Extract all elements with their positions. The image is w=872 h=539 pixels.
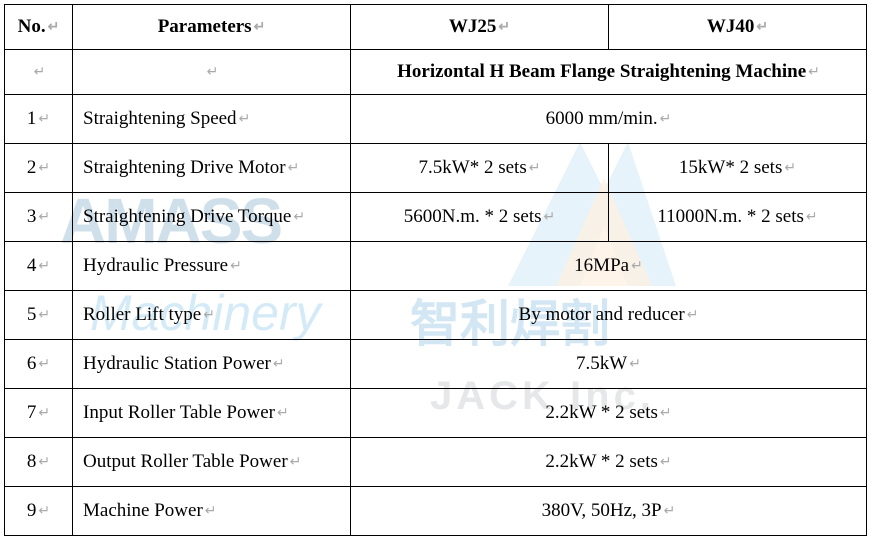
cell-value: 2.2kW * 2 sets↵ bbox=[351, 389, 867, 438]
cell-no: 2↵ bbox=[5, 144, 73, 193]
cell-no: 6↵ bbox=[5, 340, 73, 389]
cell-value-m1: 5600N.m. * 2 sets↵ bbox=[351, 193, 609, 242]
cell-value-m2: 11000N.m. * 2 sets↵ bbox=[609, 193, 867, 242]
cell-no: 4↵ bbox=[5, 242, 73, 291]
table-row: 1↵Straightening Speed↵6000 mm/min.↵ bbox=[5, 95, 867, 144]
table-row: 9↵Machine Power↵380V, 50Hz, 3P↵ bbox=[5, 487, 867, 536]
cell-value: By motor and reducer↵ bbox=[351, 291, 867, 340]
table-subtitle-row: ↵ ↵ Horizontal H Beam Flange Straighteni… bbox=[5, 50, 867, 95]
cell-value: 7.5kW↵ bbox=[351, 340, 867, 389]
table-row: 3↵Straightening Drive Torque↵5600N.m. * … bbox=[5, 193, 867, 242]
spec-table: No.↵ Parameters↵ WJ25↵ WJ40↵ ↵ ↵ Horizon… bbox=[4, 4, 867, 536]
cell-no: 3↵ bbox=[5, 193, 73, 242]
cell-param: Hydraulic Pressure↵ bbox=[73, 242, 351, 291]
subtitle-blank1: ↵ bbox=[5, 50, 73, 95]
cell-value: 16MPa↵ bbox=[351, 242, 867, 291]
cell-value: 380V, 50Hz, 3P↵ bbox=[351, 487, 867, 536]
cell-no: 8↵ bbox=[5, 438, 73, 487]
cell-no: 1↵ bbox=[5, 95, 73, 144]
cell-param: Output Roller Table Power↵ bbox=[73, 438, 351, 487]
cell-no: 7↵ bbox=[5, 389, 73, 438]
table-row: 6↵Hydraulic Station Power↵7.5kW↵ bbox=[5, 340, 867, 389]
cell-value-m1: 7.5kW* 2 sets↵ bbox=[351, 144, 609, 193]
col-param: Parameters↵ bbox=[73, 5, 351, 50]
table-row: 2↵Straightening Drive Motor↵7.5kW* 2 set… bbox=[5, 144, 867, 193]
cell-no: 5↵ bbox=[5, 291, 73, 340]
table-subtitle: Horizontal H Beam Flange Straightening M… bbox=[351, 50, 867, 95]
subtitle-blank2: ↵ bbox=[73, 50, 351, 95]
cell-value: 2.2kW * 2 sets↵ bbox=[351, 438, 867, 487]
table-row: 8↵Output Roller Table Power↵2.2kW * 2 se… bbox=[5, 438, 867, 487]
cell-param: Straightening Drive Torque↵ bbox=[73, 193, 351, 242]
cell-param: Hydraulic Station Power↵ bbox=[73, 340, 351, 389]
cell-param: Roller Lift type↵ bbox=[73, 291, 351, 340]
cell-param: Input Roller Table Power↵ bbox=[73, 389, 351, 438]
table-row: 7↵Input Roller Table Power↵2.2kW * 2 set… bbox=[5, 389, 867, 438]
cell-param: Straightening Drive Motor↵ bbox=[73, 144, 351, 193]
col-m2: WJ40↵ bbox=[609, 5, 867, 50]
table-row: 5↵Roller Lift type↵By motor and reducer↵ bbox=[5, 291, 867, 340]
col-m1: WJ25↵ bbox=[351, 5, 609, 50]
table-header-row: No.↵ Parameters↵ WJ25↵ WJ40↵ bbox=[5, 5, 867, 50]
cell-param: Machine Power↵ bbox=[73, 487, 351, 536]
table-row: 4↵Hydraulic Pressure↵16MPa↵ bbox=[5, 242, 867, 291]
cell-value: 6000 mm/min.↵ bbox=[351, 95, 867, 144]
cell-param: Straightening Speed↵ bbox=[73, 95, 351, 144]
cell-no: 9↵ bbox=[5, 487, 73, 536]
col-no: No.↵ bbox=[5, 5, 73, 50]
cell-value-m2: 15kW* 2 sets↵ bbox=[609, 144, 867, 193]
